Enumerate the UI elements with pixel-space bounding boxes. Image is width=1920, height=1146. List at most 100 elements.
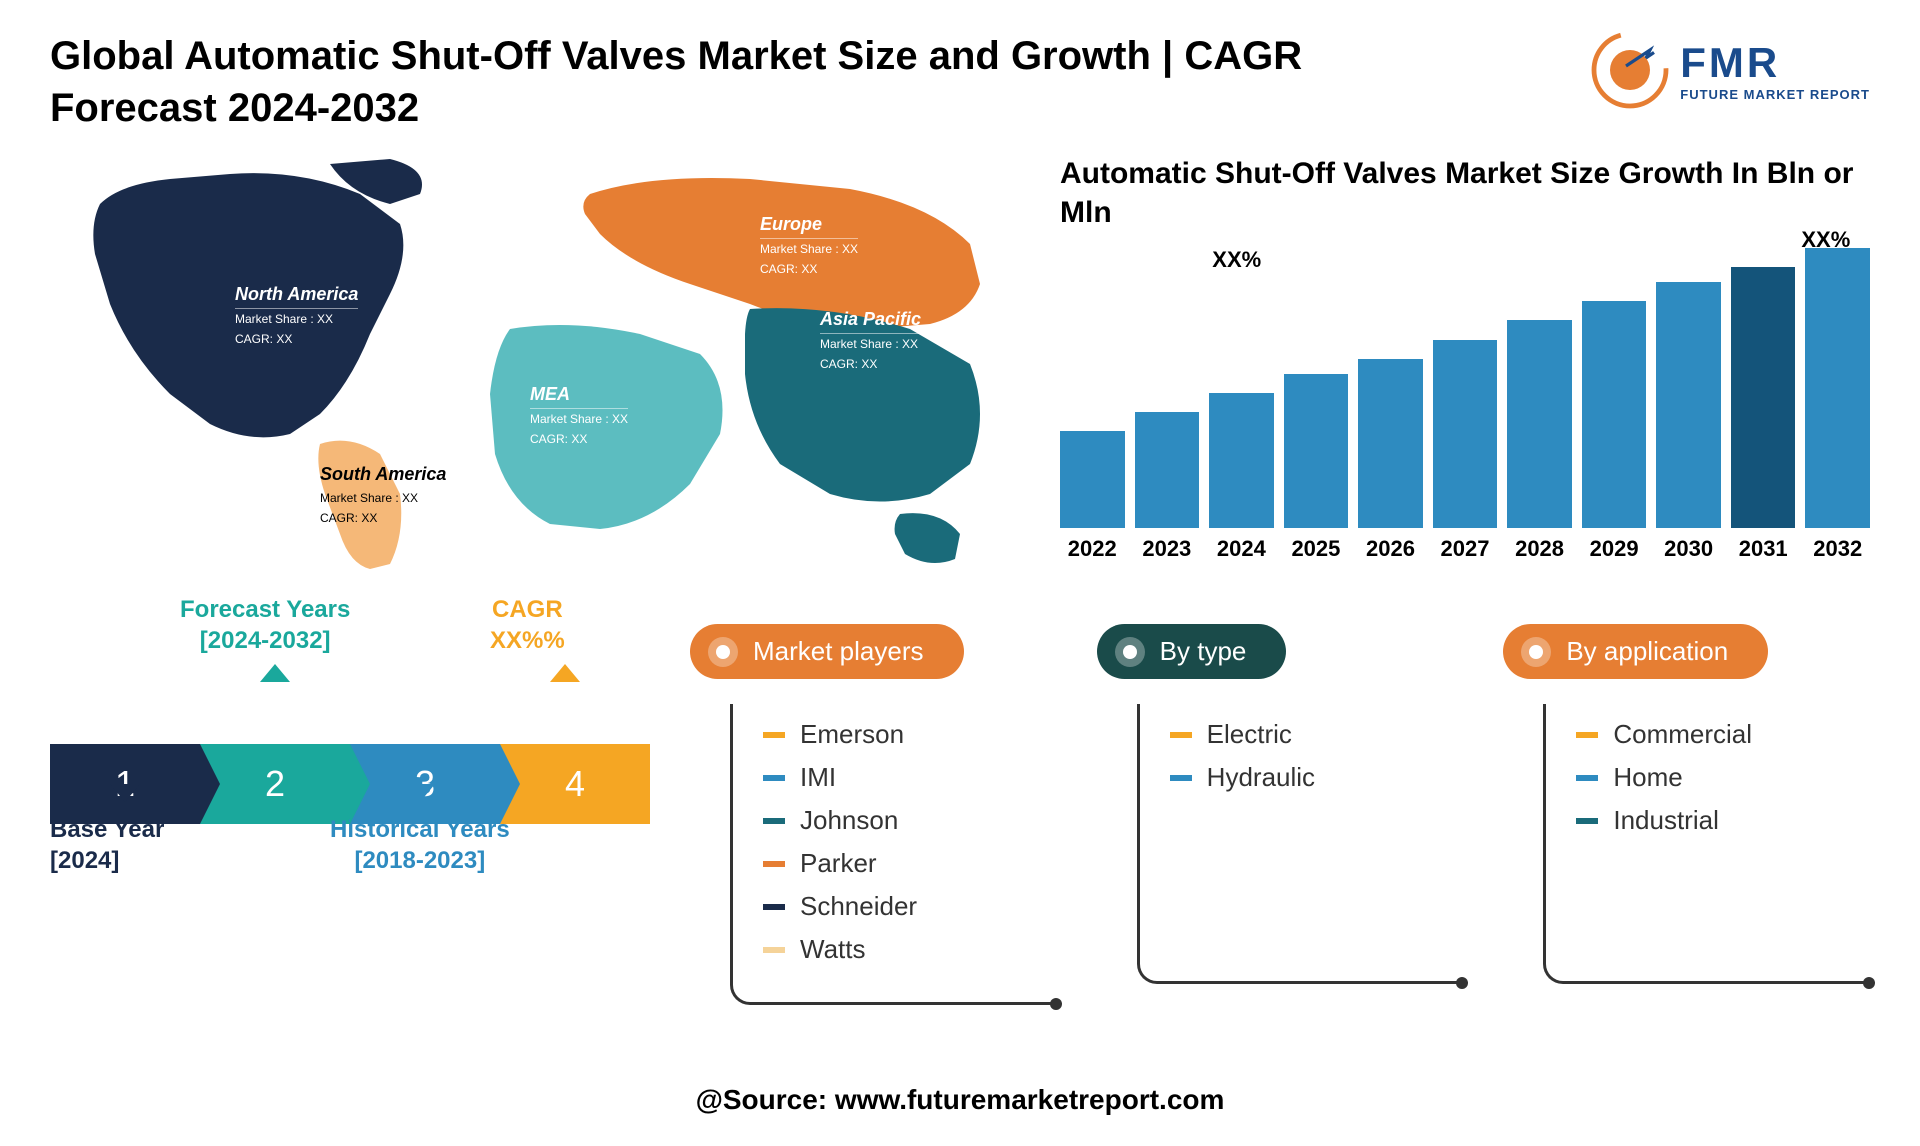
bar: [1507, 320, 1572, 528]
category-item: Johnson: [763, 805, 1037, 836]
region-cagr: CAGR: XX: [760, 259, 858, 276]
bullet-icon: [1576, 732, 1598, 738]
category-item-label: Johnson: [800, 805, 898, 836]
bullet-icon: [763, 861, 785, 867]
bar: [1433, 340, 1498, 528]
bar: [1060, 431, 1125, 528]
bar-label: 2026: [1366, 536, 1415, 562]
region-cagr: CAGR: XX: [820, 354, 921, 371]
category-item-label: Emerson: [800, 719, 904, 750]
bullet-icon: [1576, 775, 1598, 781]
header: Global Automatic Shut-Off Valves Market …: [50, 30, 1870, 134]
cagr-arrow-icon: [550, 664, 580, 682]
bullet-icon: [1170, 775, 1192, 781]
region-share: Market Share : XX: [820, 333, 921, 351]
region-cagr: CAGR: XX: [530, 429, 628, 446]
timeline-boxes: 1234: [50, 744, 650, 824]
bar-label: 2030: [1664, 536, 1713, 562]
category-title: By application: [1566, 636, 1728, 667]
region-name: North America: [235, 284, 358, 305]
bar: [1656, 282, 1721, 528]
chart-title: Automatic Shut-Off Valves Market Size Gr…: [1060, 154, 1870, 232]
bullet-icon: [763, 732, 785, 738]
region-share: Market Share : XX: [320, 488, 446, 505]
category-item: Hydraulic: [1170, 762, 1444, 793]
bar-col: 2031: [1731, 267, 1796, 562]
category-item: IMI: [763, 762, 1037, 793]
forecast-arrow-icon: [260, 664, 290, 682]
bar-col: 2027: [1433, 340, 1498, 562]
bullet-icon: [1170, 732, 1192, 738]
category-body: Electric Hydraulic: [1137, 704, 1464, 984]
bar-col: 2028: [1507, 320, 1572, 562]
bar: [1731, 267, 1796, 528]
bar: [1284, 374, 1349, 528]
category-item: Commercial: [1576, 719, 1850, 750]
timeline-box: 4: [500, 744, 650, 824]
bar-col: 2030: [1656, 282, 1721, 562]
bar-col: 2026: [1358, 359, 1423, 562]
header-dot-icon: [1521, 637, 1551, 667]
bar-label: 2023: [1142, 536, 1191, 562]
category-item: Home: [1576, 762, 1850, 793]
region-cagr: CAGR: XX: [235, 329, 358, 346]
category-body: Emerson IMI Johnson Parker Schneider Wat…: [730, 704, 1057, 1005]
category-item: Watts: [763, 934, 1037, 965]
category-column: By application Commercial Home Industria…: [1503, 624, 1870, 1005]
base-label: Base Year [2024]: [50, 814, 164, 876]
bar-col: 2032: [1805, 248, 1870, 562]
world-map: North America Market Share : XX CAGR: XX…: [50, 154, 1000, 584]
category-header: By application: [1503, 624, 1768, 679]
category-item-label: IMI: [800, 762, 836, 793]
region-cagr: CAGR: XX: [320, 508, 446, 525]
page-title: Global Automatic Shut-Off Valves Market …: [50, 30, 1350, 134]
bar: [1209, 393, 1274, 528]
bar-label: 2032: [1813, 536, 1862, 562]
forecast-label: Forecast Years [2024-2032]: [180, 594, 350, 656]
bullet-icon: [763, 947, 785, 953]
category-header: Market players: [690, 624, 964, 679]
region-label-mea: MEA Market Share : XX CAGR: XX: [530, 384, 628, 446]
bar-chart: Automatic Shut-Off Valves Market Size Gr…: [1060, 154, 1870, 584]
bullet-icon: [763, 904, 785, 910]
bar-label: 2031: [1739, 536, 1788, 562]
bar-label: 2022: [1068, 536, 1117, 562]
bar-col: 2025: [1284, 374, 1349, 562]
region-share: Market Share : XX: [235, 308, 358, 326]
bullet-icon: [1576, 818, 1598, 824]
bar-label: 2024: [1217, 536, 1266, 562]
category-item-label: Home: [1613, 762, 1682, 793]
logo-sub-text: FUTURE MARKET REPORT: [1680, 87, 1870, 102]
top-section: North America Market Share : XX CAGR: XX…: [50, 154, 1870, 584]
bar-label: 2027: [1441, 536, 1490, 562]
bars-container: 2022 2023 2024 2025 2026 2027 2028 2029 …: [1060, 252, 1870, 562]
bar-col: 2022: [1060, 431, 1125, 562]
category-item-label: Watts: [800, 934, 865, 965]
bar-label: 2028: [1515, 536, 1564, 562]
region-label-na: North America Market Share : XX CAGR: XX: [235, 284, 358, 346]
region-name: MEA: [530, 384, 628, 405]
bar-annotation: XX%: [1801, 227, 1850, 253]
bottom-section: Forecast Years [2024-2032] CAGR XX%% 123…: [50, 624, 1870, 1005]
region-label-sa: South America Market Share : XX CAGR: XX: [320, 464, 446, 525]
bar-col: 2029: [1582, 301, 1647, 562]
category-column: By type Electric Hydraulic: [1097, 624, 1464, 1005]
category-item-label: Schneider: [800, 891, 917, 922]
bar-label: 2025: [1291, 536, 1340, 562]
logo: FMR FUTURE MARKET REPORT: [1590, 30, 1870, 110]
bullet-icon: [763, 775, 785, 781]
category-header: By type: [1097, 624, 1287, 679]
region-name: Europe: [760, 214, 858, 235]
header-dot-icon: [708, 637, 738, 667]
category-item-label: Hydraulic: [1207, 762, 1315, 793]
category-item-label: Parker: [800, 848, 877, 879]
category-item: Industrial: [1576, 805, 1850, 836]
region-name: South America: [320, 464, 446, 485]
timeline-box: 2: [200, 744, 350, 824]
bullet-icon: [763, 818, 785, 824]
bar: [1135, 412, 1200, 528]
category-item: Parker: [763, 848, 1037, 879]
logo-main-text: FMR: [1680, 39, 1870, 87]
category-title: Market players: [753, 636, 924, 667]
region-label-ap: Asia Pacific Market Share : XX CAGR: XX: [820, 309, 921, 371]
